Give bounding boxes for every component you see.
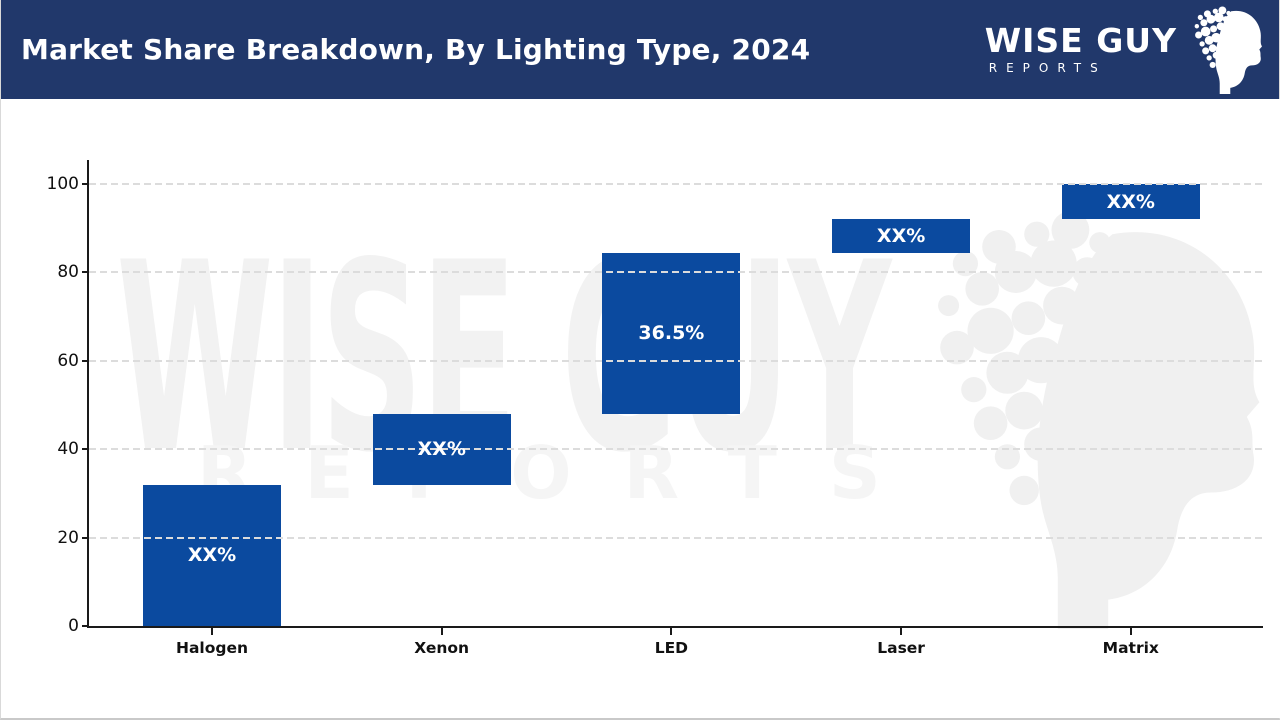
y-tick-60 (82, 359, 89, 362)
bar-label-matrix: XX% (1106, 190, 1155, 213)
y-tick-40 (82, 448, 89, 451)
header-bar: Market Share Breakdown, By Lighting Type… (1, 0, 1279, 99)
x-label-laser: Laser (877, 639, 925, 657)
gridline-60 (89, 359, 1263, 362)
bar-led (602, 252, 741, 414)
logo-head-icon (1194, 5, 1262, 94)
y-tick-100 (82, 183, 89, 185)
x-label-xenon: Xenon (414, 639, 470, 657)
bar-laser (832, 219, 971, 253)
chart-area: WISE GUY REPORTS 0 20 40 60 80 100 XX% Halogen X… (1, 99, 1280, 718)
x-label-matrix: Matrix (1102, 639, 1159, 657)
y-tick-label-80: 80 (57, 262, 79, 283)
watermark-reports: REPORTS (197, 431, 933, 515)
y-tick-label-40: 40 (57, 439, 79, 460)
gridline-100 (89, 183, 1263, 185)
y-tick-20 (82, 536, 89, 539)
x-tick-xenon (440, 628, 443, 635)
logo-sub: REPORTS (988, 61, 1107, 76)
gridline-20 (89, 536, 1263, 539)
x-axis-spine (87, 626, 1263, 628)
bar-matrix (1061, 184, 1200, 220)
y-tick-label-100: 100 (46, 174, 79, 194)
x-label-halogen: Halogen (175, 639, 249, 657)
x-tick-laser (900, 628, 903, 635)
logo-text: WISE GUY REPORTS (984, 20, 1177, 76)
y-tick-label-20: 20 (57, 527, 79, 548)
gridline-40 (89, 448, 1263, 451)
gridline-80 (89, 271, 1263, 274)
logo-name: WISE GUY (984, 20, 1177, 60)
y-tick-80 (82, 271, 89, 274)
y-tick-label-0: 0 (68, 616, 79, 636)
x-tick-led (670, 628, 673, 635)
chart-title: Market Share Breakdown, By Lighting Type… (21, 33, 811, 66)
bar-label-laser: XX% (876, 224, 926, 247)
bar-halogen (143, 484, 281, 626)
bar-label-xenon: XX% (417, 438, 466, 461)
plot: 0 20 40 60 80 100 XX% Halogen XX% Xenon 36.5% LED XX… (1, 99, 1280, 718)
y-tick-label-60: 60 (57, 350, 79, 371)
y-axis-spine (87, 160, 89, 628)
x-label-led: LED (654, 639, 689, 657)
y-tick-0 (82, 625, 89, 627)
bar-label-halogen: XX% (187, 544, 237, 567)
x-tick-halogen (211, 628, 213, 635)
wise-guy-logo: WISE GUY REPORTS (984, 5, 1271, 94)
bar-label-led: 36.5% (638, 322, 705, 345)
x-tick-matrix (1129, 628, 1132, 635)
